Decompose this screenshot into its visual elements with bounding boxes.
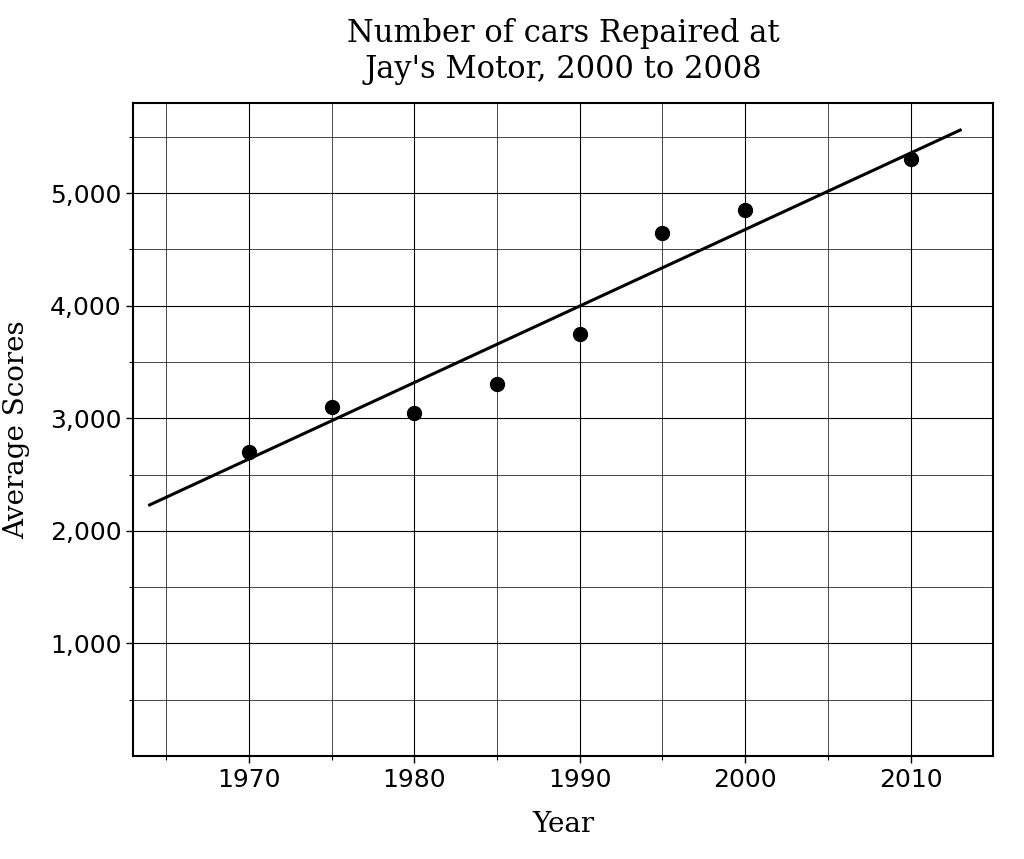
Title: Number of cars Repaired at
Jay's Motor, 2000 to 2008: Number of cars Repaired at Jay's Motor, …	[347, 18, 779, 85]
Point	[902, 153, 919, 167]
Point	[654, 226, 671, 240]
Point	[241, 445, 257, 459]
Y-axis label: Average Scores: Average Scores	[3, 320, 31, 539]
Point	[488, 378, 505, 392]
Point	[737, 203, 754, 216]
Point	[407, 405, 423, 419]
Point	[324, 400, 340, 414]
Point	[571, 327, 588, 341]
X-axis label: Year: Year	[532, 811, 594, 838]
